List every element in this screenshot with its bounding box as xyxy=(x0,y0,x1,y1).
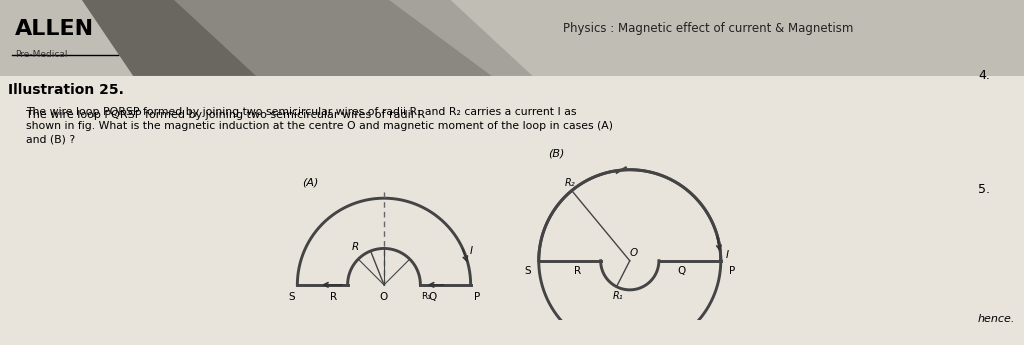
Text: O: O xyxy=(380,292,388,302)
Text: R₂: R₂ xyxy=(564,178,575,188)
Text: P: P xyxy=(729,266,735,276)
Text: (B): (B) xyxy=(548,149,564,159)
Text: 5.: 5. xyxy=(978,183,990,196)
Text: R: R xyxy=(330,292,337,302)
Text: ALLEN: ALLEN xyxy=(15,19,94,39)
Text: Q: Q xyxy=(428,292,436,302)
Text: Q: Q xyxy=(678,266,686,276)
Text: I: I xyxy=(726,250,729,260)
Text: hence.: hence. xyxy=(978,314,1015,324)
Text: R₁: R₁ xyxy=(613,292,624,302)
Text: Physics : Magnetic effect of current & Magnetism: Physics : Magnetic effect of current & M… xyxy=(563,22,854,35)
Text: S: S xyxy=(289,292,296,302)
Text: The wire loop PQRSP formed by joining two semicircular wires of radii R: The wire loop PQRSP formed by joining tw… xyxy=(26,110,425,120)
Text: R: R xyxy=(351,242,358,252)
Text: (A): (A) xyxy=(302,178,318,188)
Text: The wire loop PQRSP formed by joining two semicircular wires of radii R₁ and R₂ : The wire loop PQRSP formed by joining tw… xyxy=(26,107,612,145)
Polygon shape xyxy=(174,0,532,76)
Text: P: P xyxy=(473,292,480,302)
Text: R₁: R₁ xyxy=(421,292,431,301)
Polygon shape xyxy=(82,0,492,76)
Text: S: S xyxy=(524,266,531,276)
Text: Illustration 25.: Illustration 25. xyxy=(8,83,124,97)
Text: Pre-Medical: Pre-Medical xyxy=(15,50,68,59)
Text: R: R xyxy=(574,266,582,276)
Text: I: I xyxy=(470,246,473,256)
Text: O: O xyxy=(630,248,638,258)
Text: 4.: 4. xyxy=(978,69,990,82)
